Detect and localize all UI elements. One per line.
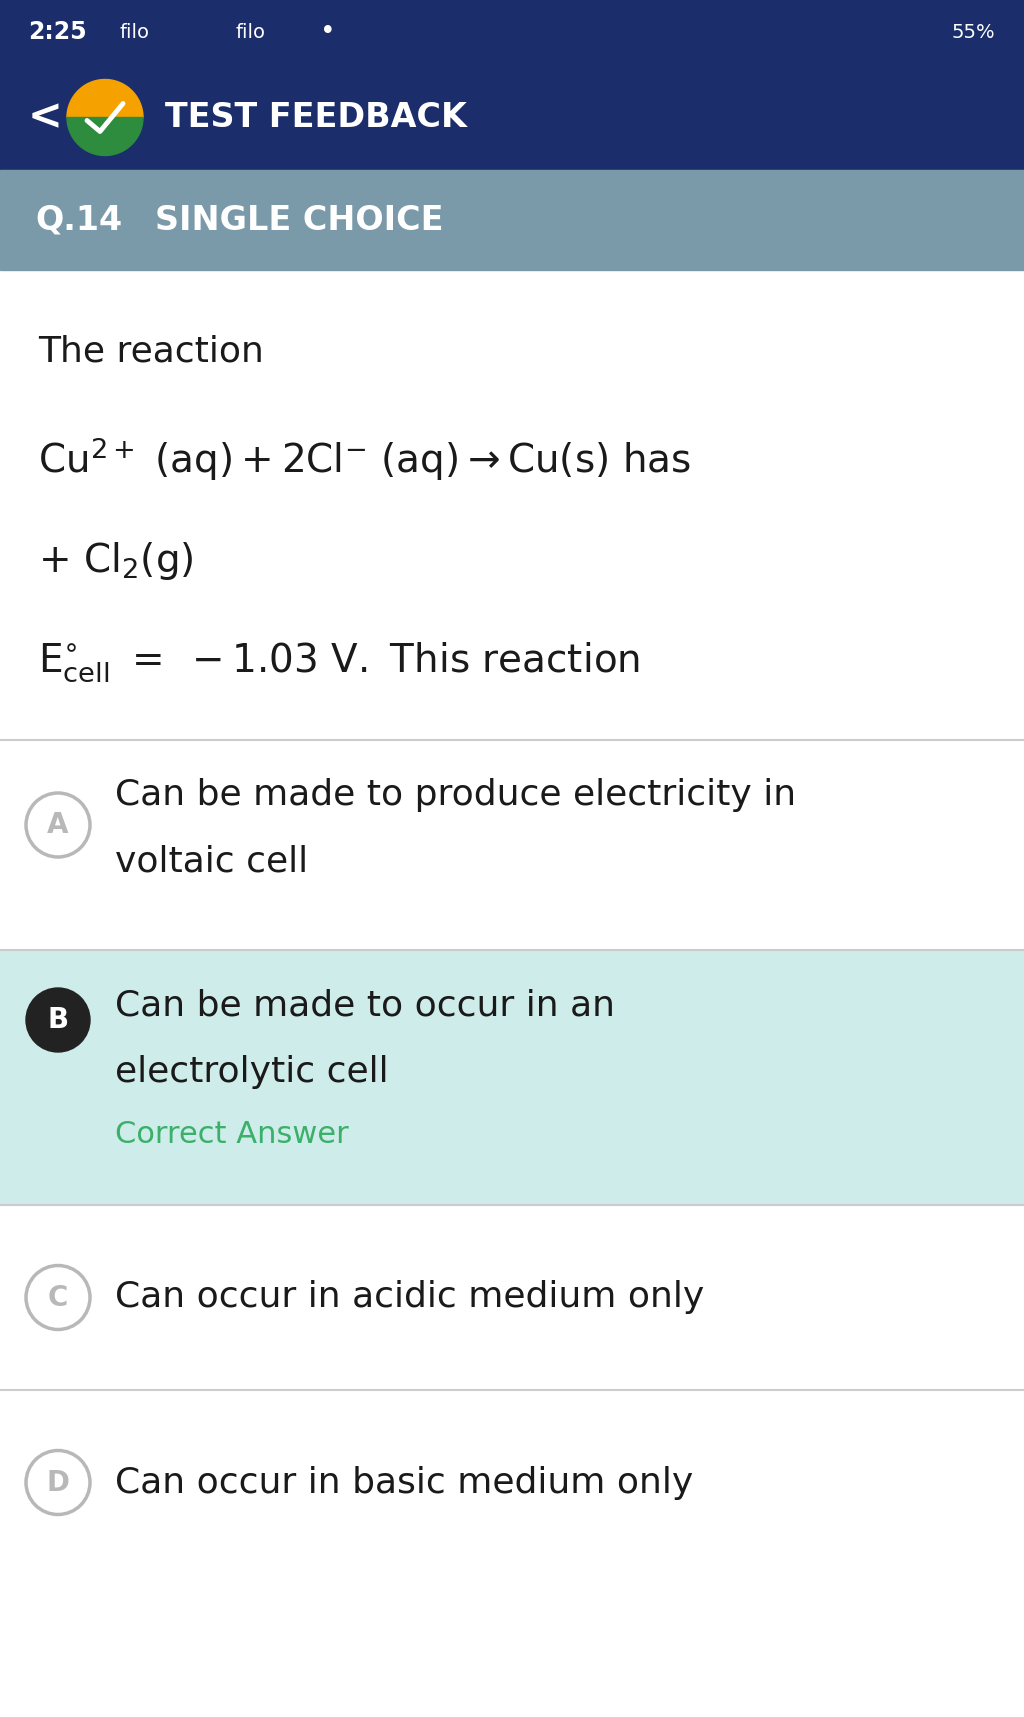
Text: $+\ \mathrm{Cl}_2\left(\mathrm{g}\right)$: $+\ \mathrm{Cl}_2\left(\mathrm{g}\right)…	[38, 541, 194, 582]
Text: D: D	[46, 1468, 70, 1497]
Text: filo: filo	[120, 22, 150, 41]
Text: Can be made to occur in an: Can be made to occur in an	[115, 987, 615, 1022]
Text: •: •	[319, 19, 336, 45]
Circle shape	[26, 987, 90, 1053]
Bar	[0, 270, 1024, 1717]
Text: C: C	[48, 1284, 69, 1312]
Bar	[0, 0, 1024, 65]
Text: 55%: 55%	[951, 22, 995, 41]
Bar	[0, 170, 1024, 270]
Text: SINGLE CHOICE: SINGLE CHOICE	[155, 204, 443, 237]
Bar	[0, 1205, 1024, 1391]
Text: A: A	[47, 810, 69, 840]
Polygon shape	[67, 117, 143, 156]
Bar	[0, 950, 1024, 1205]
Text: voltaic cell: voltaic cell	[115, 845, 308, 879]
Text: Q.14: Q.14	[35, 204, 122, 237]
Text: electrolytic cell: electrolytic cell	[115, 1054, 389, 1089]
Text: Can occur in acidic medium only: Can occur in acidic medium only	[115, 1281, 705, 1315]
Bar	[0, 740, 1024, 950]
Text: B: B	[47, 1006, 69, 1034]
Text: Can occur in basic medium only: Can occur in basic medium only	[115, 1466, 693, 1499]
Polygon shape	[67, 79, 143, 117]
Bar	[0, 65, 1024, 170]
Text: <: <	[28, 96, 62, 139]
Text: filo: filo	[234, 22, 265, 41]
Text: The reaction: The reaction	[38, 335, 264, 369]
Text: TEST FEEDBACK: TEST FEEDBACK	[165, 101, 467, 134]
Bar	[0, 1391, 1024, 1574]
Text: $\mathrm{Cu}^{2+}\ \left(\mathrm{aq}\right) + \mathrm{2Cl}^{-}\ \left(\mathrm{aq: $\mathrm{Cu}^{2+}\ \left(\mathrm{aq}\rig…	[38, 434, 691, 482]
Text: Correct Answer: Correct Answer	[115, 1119, 349, 1149]
Text: 2:25: 2:25	[28, 21, 87, 45]
Text: $\mathrm{E}^{\circ}_{\mathrm{cell}}\ =\ -1.03\ \mathrm{V.\ This\ reaction}$: $\mathrm{E}^{\circ}_{\mathrm{cell}}\ =\ …	[38, 640, 640, 683]
Text: Can be made to produce electricity in: Can be made to produce electricity in	[115, 778, 796, 812]
